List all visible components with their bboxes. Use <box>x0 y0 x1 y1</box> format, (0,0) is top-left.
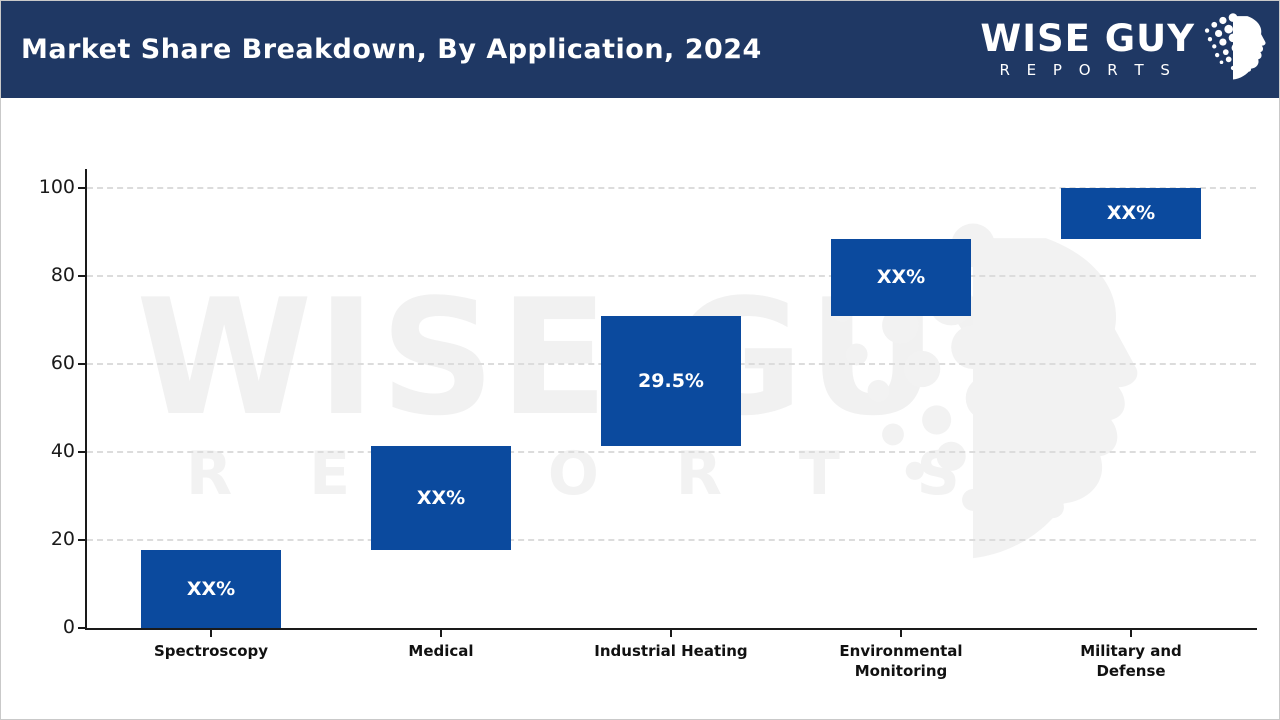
x-category-label-1: Medical <box>408 642 474 660</box>
x-category-label-4: Military and Defense <box>1080 642 1182 681</box>
x-category-label-0: Spectroscopy <box>153 642 269 660</box>
bar-environmental-monitoring: XX% <box>831 238 971 317</box>
gridline-20 <box>87 539 1256 541</box>
y-tick-mark-80 <box>78 275 86 277</box>
y-tick-mark-40 <box>78 451 86 453</box>
watermark-face-icon <box>831 223 1138 559</box>
y-tick-label-80: 80 <box>50 264 75 286</box>
brand-tagline: R E P O R T S <box>999 61 1176 79</box>
y-tick-mark-20 <box>78 539 86 541</box>
y-tick-label-40: 40 <box>50 440 75 462</box>
x-tick-mark-1 <box>440 630 442 637</box>
bar-value-label: 29.5% <box>638 369 704 392</box>
logo-face-icon <box>1204 12 1266 80</box>
y-tick-mark-60 <box>78 363 86 365</box>
x-axis-line <box>85 628 1257 630</box>
x-category-label-2: Industrial Heating <box>594 642 748 660</box>
y-axis-line <box>85 169 87 630</box>
page-title: Market Share Breakdown, By Application, … <box>21 34 762 65</box>
y-tick-mark-100 <box>78 187 86 189</box>
y-tick-label-0: 0 <box>62 616 75 638</box>
brand-name: WISE GUY <box>980 17 1195 60</box>
x-category-label-3: Environmental Monitoring <box>839 642 963 681</box>
x-tick-mark-3 <box>900 630 902 637</box>
x-tick-mark-4 <box>1130 630 1132 637</box>
bar-medical: XX% <box>371 445 511 551</box>
gridline-40 <box>87 451 1256 453</box>
x-tick-mark-2 <box>670 630 672 637</box>
brand-logo-text: WISE GUY R E P O R T S <box>980 20 1195 79</box>
gridline-80 <box>87 275 1256 277</box>
watermark-brand-tagline: R E P O R T S <box>186 439 988 509</box>
y-tick-label-60: 60 <box>50 352 75 374</box>
y-tick-label-100: 100 <box>38 176 75 198</box>
bar-industrial-heating: 29.5% <box>601 316 741 446</box>
header-band: Market Share Breakdown, By Application, … <box>1 1 1279 98</box>
bar-value-label: XX% <box>186 578 236 601</box>
gridline-100 <box>87 187 1256 189</box>
bar-value-label: XX% <box>876 266 926 289</box>
y-tick-mark-0 <box>78 627 86 629</box>
bar-value-label: XX% <box>416 486 466 509</box>
x-tick-mark-0 <box>210 630 212 637</box>
bar-military-and-defense: XX% <box>1061 188 1201 239</box>
bar-value-label: XX% <box>1106 202 1156 225</box>
brand-logo: WISE GUY R E P O R T S <box>980 1 1269 98</box>
bar-spectroscopy: XX% <box>141 550 281 628</box>
y-tick-label-20: 20 <box>50 528 75 550</box>
